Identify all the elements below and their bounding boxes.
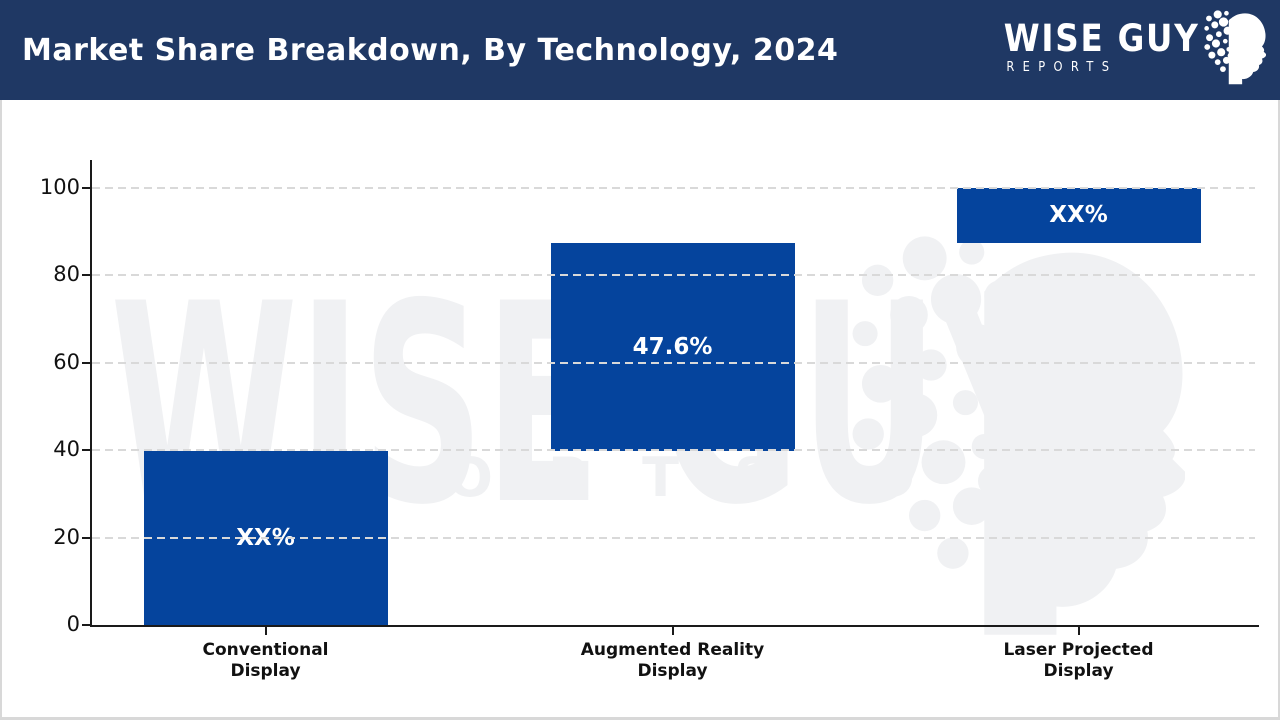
y-tick-label: 80 (53, 262, 80, 286)
gridline (92, 186, 1255, 189)
x-tick-mark (671, 627, 674, 635)
y-tick-label: 0 (66, 612, 80, 636)
y-tick-mark (82, 274, 90, 276)
bar-value-label: 47.6% (632, 333, 713, 360)
y-tick-mark (82, 624, 90, 626)
x-axis-line (90, 625, 1259, 627)
category-label: Augmented Reality Display (580, 640, 765, 681)
page-title: Market Share Breakdown, By Technology, 2… (22, 33, 839, 68)
y-tick-mark (82, 186, 90, 189)
brand-logo-text: WISE GUY REPORTS (1004, 16, 1200, 76)
brand-name: WISE GUY (1004, 16, 1200, 60)
y-tick-label: 40 (53, 437, 80, 461)
gridline (92, 449, 1255, 451)
y-tick-label: 20 (53, 524, 80, 549)
brand-face-icon (1204, 10, 1266, 85)
y-tick-mark (82, 536, 90, 539)
bar-value-label: XX% (1049, 202, 1108, 229)
gridline (92, 361, 1255, 364)
y-tick-label: 60 (53, 349, 80, 374)
y-tick-label: 100 (39, 174, 80, 199)
category-label: Conventional Display (202, 640, 329, 681)
watermark-face-icon (852, 236, 1185, 635)
brand-subtitle: REPORTS (1006, 60, 1118, 76)
brand-logo: WISE GUY REPORTS (977, 6, 1266, 88)
y-tick-mark (82, 449, 90, 451)
x-tick-mark (1077, 627, 1080, 635)
bar-augmented-reality: 47.6% (550, 242, 795, 451)
gridline (92, 536, 1255, 539)
gridline (92, 274, 1255, 276)
bar-laser-projected: XX% (956, 187, 1201, 243)
x-tick-mark (264, 627, 267, 635)
header-bar: Market Share Breakdown, By Technology, 2… (0, 0, 1280, 100)
category-label: Laser Projected Display (1003, 640, 1154, 681)
y-tick-mark (82, 361, 90, 364)
y-axis-line (90, 160, 92, 627)
